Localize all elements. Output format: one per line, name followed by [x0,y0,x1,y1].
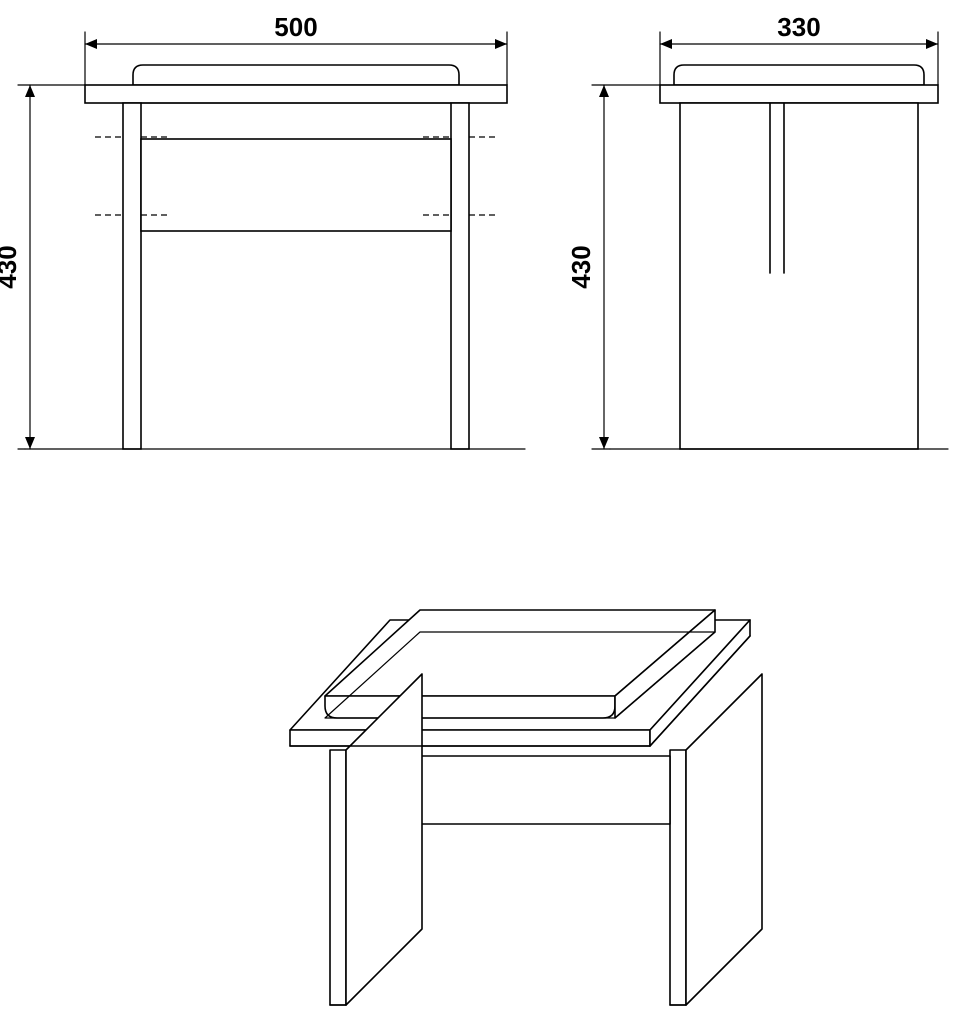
isometric-view [290,610,762,1005]
side-width-label: 330 [777,12,820,42]
front-view: 500 430 [0,12,525,449]
side-height-label: 430 [566,245,596,288]
side-view: 330 430 [566,12,948,449]
front-height-label: 430 [0,245,22,288]
front-width-label: 500 [274,12,317,42]
